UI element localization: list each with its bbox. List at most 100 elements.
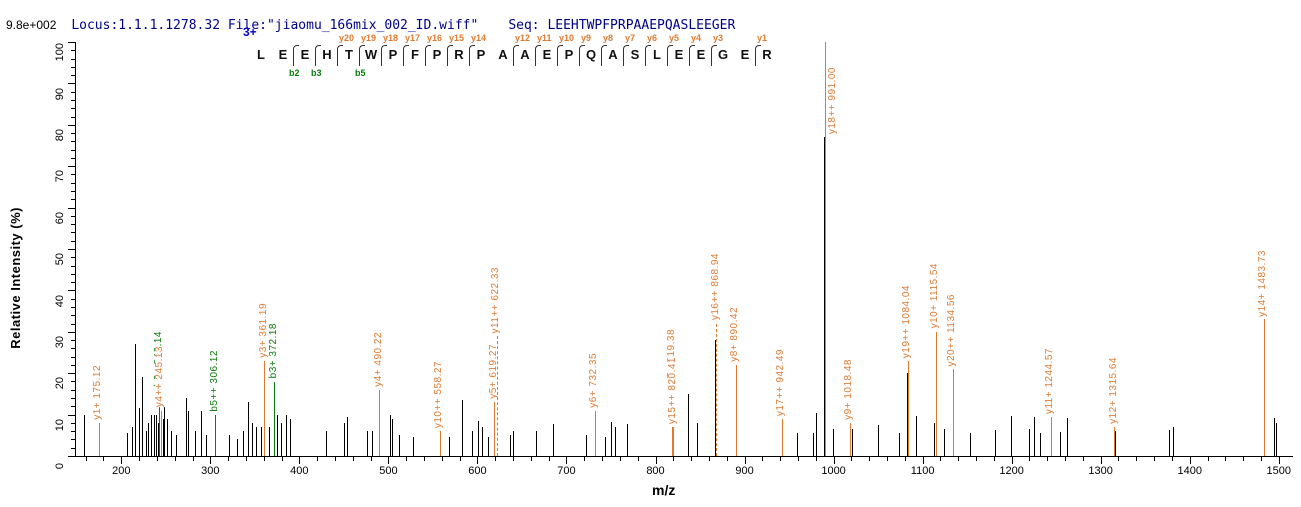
- y-minor-tick: [71, 389, 75, 391]
- peak: [509, 435, 511, 456]
- y-minor-tick: [71, 306, 75, 308]
- residue: A: [520, 47, 530, 62]
- x-minor-tick: [584, 457, 586, 461]
- peak: [145, 431, 147, 456]
- peak: [1034, 416, 1036, 456]
- peak: [84, 414, 86, 456]
- x-tick-label: 1200: [999, 465, 1024, 477]
- x-minor-tick: [691, 457, 693, 461]
- peak: [156, 414, 158, 456]
- x-major-tick: [744, 457, 746, 464]
- x-tick-label: 700: [557, 465, 576, 477]
- fragment-mark: [623, 45, 629, 66]
- ion-label: y9+ 1018.48: [843, 359, 855, 420]
- x-minor-tick: [139, 457, 141, 461]
- x-minor-tick: [548, 457, 550, 461]
- residue: L: [653, 47, 661, 62]
- x-tick-label: 600: [468, 465, 487, 477]
- ion-peak-line: [849, 422, 851, 456]
- ion-label: y18++ 991.00: [826, 66, 838, 134]
- peak: [229, 435, 231, 456]
- peak: [472, 431, 474, 456]
- y-major-tick: [68, 456, 75, 457]
- peak: [236, 439, 238, 456]
- x-minor-tick: [1171, 457, 1173, 461]
- peak: [142, 377, 144, 456]
- peak: [286, 414, 288, 456]
- y-tick-label: 30: [54, 335, 66, 349]
- x-minor-tick: [780, 457, 782, 461]
- peak: [325, 431, 327, 456]
- y-minor-tick: [71, 348, 75, 350]
- peak: [371, 431, 373, 456]
- peak: [200, 410, 202, 456]
- y-major-tick: [68, 166, 75, 168]
- y-ion-tag: y10: [559, 33, 575, 43]
- y-minor-tick: [71, 447, 75, 449]
- fragment-mark: [645, 45, 651, 66]
- fragment-mark: [447, 45, 453, 66]
- peak: [552, 424, 554, 456]
- y-ion-tag: y18: [383, 33, 399, 43]
- ion-peak-line: [264, 360, 266, 456]
- x-minor-tick: [602, 457, 604, 461]
- residue: P: [476, 47, 486, 62]
- ion-peak-line: [379, 389, 381, 456]
- x-tick-label: 900: [735, 465, 754, 477]
- peak: [289, 418, 291, 456]
- ion-label: y1+ 175.12: [92, 365, 104, 420]
- x-minor-tick: [762, 457, 764, 461]
- residue: T: [345, 47, 353, 62]
- ion-label: y6+ 732.35: [588, 352, 600, 408]
- x-minor-tick: [441, 457, 443, 461]
- y-ion-tag: y6: [647, 33, 658, 43]
- y-minor-tick: [71, 340, 75, 342]
- y-minor-tick: [71, 116, 75, 118]
- residue: E: [674, 47, 684, 62]
- x-tick-label: 500: [379, 465, 398, 477]
- ion-peak-line: [594, 410, 596, 456]
- residue: R: [762, 47, 772, 62]
- residue: R: [454, 47, 464, 62]
- x-axis-line: [75, 456, 1293, 457]
- y-ion-tag: y11: [537, 33, 552, 43]
- y-minor-tick: [71, 381, 75, 383]
- y-major-tick: [68, 290, 75, 292]
- peak: [877, 425, 879, 456]
- y-minor-tick: [71, 91, 75, 93]
- ion-label: y20++ 1134.56: [946, 293, 958, 367]
- peak: [1168, 430, 1170, 456]
- peak: [1039, 432, 1041, 456]
- residue: A: [498, 47, 508, 62]
- peak: [269, 427, 271, 456]
- peak: [535, 431, 537, 456]
- b-ion-tag: b5: [355, 68, 366, 78]
- peak: [1028, 429, 1030, 456]
- ion-peak-line: [952, 369, 954, 456]
- ion-peak-line: [825, 42, 827, 456]
- ion-label: b3+ 372.18: [267, 323, 279, 379]
- residue: L: [257, 47, 265, 62]
- header-locus-file: Locus:1.1.1.1278.32 File:"jiaomu_166mix_…: [71, 18, 479, 33]
- y-minor-tick: [71, 191, 75, 193]
- x-major-tick: [1189, 457, 1191, 464]
- peak: [346, 416, 348, 456]
- b-ion-tag: b3: [311, 68, 322, 78]
- charge-state-label: 3+: [243, 25, 257, 39]
- ion-peak-line: [781, 418, 783, 456]
- x-minor-tick: [245, 457, 247, 461]
- y-major-tick: [68, 42, 75, 43]
- peak: [276, 414, 278, 456]
- peak: [714, 340, 716, 456]
- y-major-tick: [68, 414, 75, 416]
- header: Locus:1.1.1.1278.32 File:"jiaomu_166mix_…: [40, 3, 735, 48]
- ion-peak-line: [159, 389, 161, 456]
- fragment-mark: [689, 45, 695, 66]
- y-tick-label: 10: [54, 418, 66, 431]
- peak: [127, 433, 129, 456]
- y-tick-label: 90: [54, 87, 66, 100]
- ion-peak-line: [716, 323, 718, 456]
- x-tick-label: 1500: [1266, 465, 1291, 477]
